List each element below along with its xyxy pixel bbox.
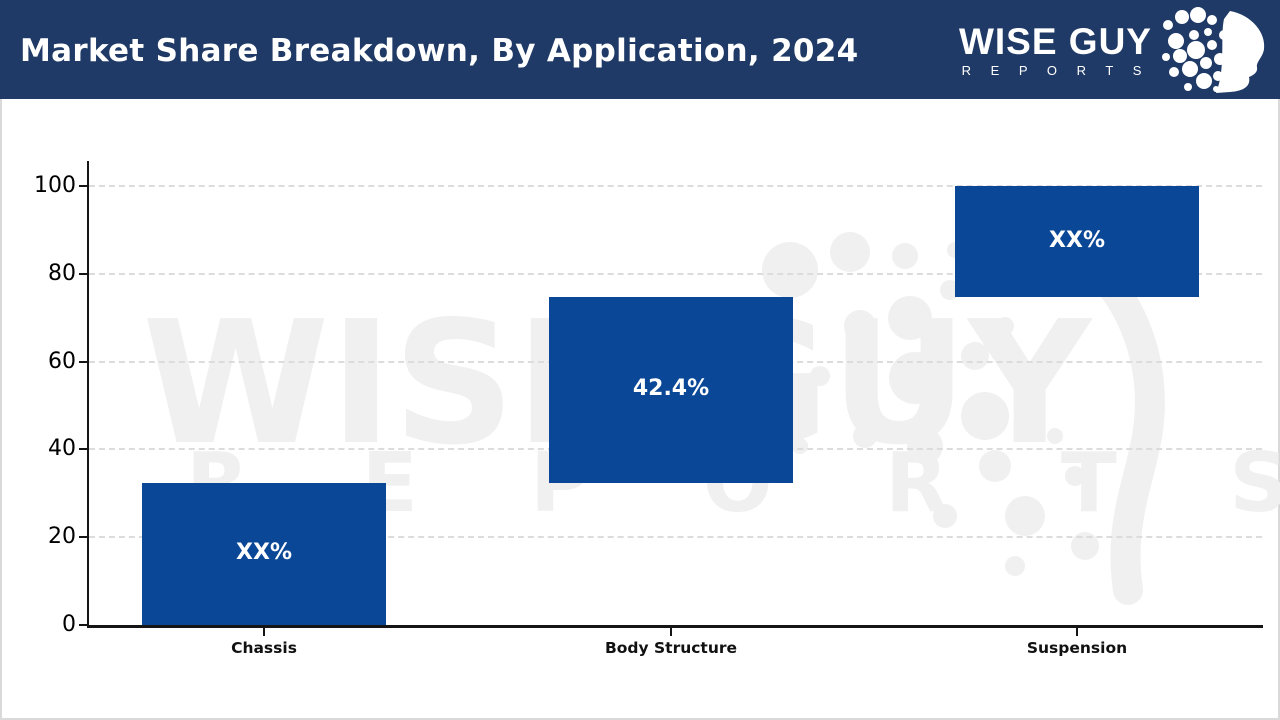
brand-logo-subtitle: R E P O R T S [961,62,1150,78]
gridline-20 [89,536,1262,539]
y-tick-100 [79,185,87,187]
x-tick-body-structure [670,628,672,636]
y-tick-40 [79,448,87,451]
x-tick-suspension [1076,628,1078,636]
category-label-body-structure: Body Structure [604,639,738,657]
y-tick-80 [79,272,87,275]
y-tick-0 [79,624,87,626]
y-tick-label-20: 20 [48,524,76,550]
brand-logo-wordmark: WISE GUY [958,20,1152,62]
y-tick-label-80: 80 [48,260,76,286]
y-axis-spine [87,161,89,627]
y-tick-20 [79,536,87,539]
bar-label-suspension: XX% [1049,227,1105,253]
y-tick-60 [79,360,87,363]
y-tick-label-100: 100 [34,173,76,198]
bar-chassis [142,483,386,625]
gridline-100 [89,185,1262,187]
bar-label-body-structure: 42.4% [632,376,710,402]
category-label-suspension: Suspension [1026,639,1128,657]
header-bar: Market Share Breakdown, By Application, … [0,0,1280,99]
bar-label-chassis: XX% [236,540,292,566]
brand-logo: WISE GUY R E P O R T S [959,6,1274,94]
chart-title: Market Share Breakdown, By Application, … [20,33,859,69]
gridline-80 [89,272,1262,275]
y-tick-label-0: 0 [62,612,76,637]
x-tick-chassis [263,628,265,636]
y-tick-label-60: 60 [48,348,76,374]
brand-logo-text: WISE GUY R E P O R T S [959,23,1152,78]
category-label-chassis: Chassis [231,639,297,657]
y-tick-label-40: 40 [48,436,76,462]
brand-logo-face-icon [1162,7,1265,93]
bar-body-structure [549,297,793,484]
x-axis-spine [87,625,1263,628]
